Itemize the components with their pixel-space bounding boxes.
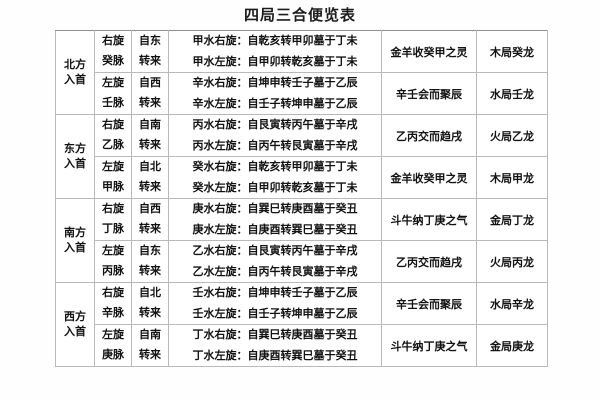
ju-cell: 金局庚龙 (476, 324, 548, 367)
from-line2: 转来 (131, 93, 169, 115)
from-line1: 自南 (131, 114, 169, 136)
direction-line1: 南方 (64, 226, 86, 240)
spin-line1: 右旋 (94, 282, 132, 304)
from-line1: 自北 (131, 282, 169, 304)
ju-cell: 火局乙龙 (476, 114, 548, 157)
description-line1: 庚水右旋：自巽巳转庚酉墓于癸丑 (168, 198, 382, 220)
from-line1: 自东 (131, 30, 169, 52)
verse-cell: 辛壬会而聚辰 (381, 282, 477, 325)
direction-cell-1: 东方 入首 (55, 114, 95, 199)
from-line2: 转来 (131, 345, 169, 367)
table-main: 北方 入首 右旋 自东 甲水右旋：自乾亥转甲卯墓于丁未 金羊收癸甲之灵 木局癸龙… (55, 30, 548, 367)
description-line1: 辛水右旋：自坤申转壬子墓于乙辰 (168, 72, 382, 94)
spin-line2: 甲脉 (94, 177, 132, 199)
table-body: 北方 入首 右旋 自东 甲水右旋：自乾亥转甲卯墓于丁未 金羊收癸甲之灵 木局癸龙… (55, 30, 548, 367)
description-line1: 乙水右旋：自艮寅转丙午墓于辛戌 (168, 240, 382, 262)
description-line2: 庚水左旋：自庚酉转巽巳墓于癸丑 (168, 219, 382, 241)
direction-line1: 西方 (64, 310, 86, 324)
table-row: 西方 入首 右旋 自北 壬水右旋：自坤申转壬子墓于乙辰 辛壬会而聚辰 水局辛龙 (55, 282, 548, 367)
table-row: 庚脉 转来 丁水左旋：自庚酉转巽巳墓于癸丑 (56, 345, 548, 367)
table-row: 丁脉 转来 庚水左旋：自庚酉转巽巳墓于癸丑 (56, 219, 548, 241)
from-line2: 转来 (131, 303, 169, 325)
from-line2: 转来 (131, 261, 169, 283)
description-line2: 丁水左旋：自庚酉转巽巳墓于癸丑 (168, 345, 382, 367)
description-line2: 癸水左旋：自甲卯转乾亥墓于丁未 (168, 177, 382, 199)
direction-line1: 北方 (64, 58, 86, 72)
description-line2: 辛水左旋：自壬子转坤申墓于乙辰 (168, 93, 382, 115)
ju-cell: 木局甲龙 (476, 156, 548, 199)
spin-line1: 右旋 (94, 30, 132, 52)
description-line2: 乙水左旋：自丙午转艮寅墓于辛戌 (168, 261, 382, 283)
description-line2: 壬水左旋：自壬子转坤申墓于乙辰 (168, 303, 382, 325)
from-line1: 自南 (131, 324, 169, 346)
table-row: 北方 入首 右旋 自东 甲水右旋：自乾亥转甲卯墓于丁未 金羊收癸甲之灵 木局癸龙 (55, 30, 548, 115)
spin-line1: 右旋 (94, 114, 132, 136)
table-row: 辛脉 转来 壬水左旋：自壬子转坤申墓于乙辰 (56, 303, 548, 325)
description-line1: 丁水右旋：自巽巳转庚酉墓于癸丑 (168, 324, 382, 346)
table-row: 癸脉 转来 甲水左旋：自甲卯转乾亥墓于丁未 (56, 51, 548, 73)
verse-cell: 金羊收癸甲之灵 (381, 156, 477, 199)
verse-cell: 金羊收癸甲之灵 (381, 30, 477, 73)
table-row: 左旋 自西 辛水右旋：自坤申转壬子墓于乙辰 辛壬会而聚辰 水局壬龙 (56, 72, 548, 115)
spin-line1: 左旋 (94, 324, 132, 346)
spin-line2: 庚脉 (94, 345, 132, 367)
sanhe-reference-table: 北方 入首 右旋 自东 甲水右旋：自乾亥转甲卯墓于丁未 金羊收癸甲之灵 木局癸龙… (55, 30, 548, 367)
ju-cell: 水局辛龙 (476, 282, 548, 325)
table-row: 丙脉 转来 乙水左旋：自丙午转艮寅墓于辛戌 (56, 261, 548, 283)
description-line1: 癸水右旋：自乾亥转甲卯墓于丁未 (168, 156, 382, 178)
ju-cell: 木局癸龙 (476, 30, 548, 73)
spin-line2: 辛脉 (94, 303, 132, 325)
direction-line2: 入首 (64, 156, 86, 170)
spin-line1: 左旋 (94, 72, 132, 94)
direction-line1: 东方 (64, 142, 86, 156)
direction-line2: 入首 (64, 240, 86, 254)
table-row: 南方 入首 右旋 自西 庚水右旋：自巽巳转庚酉墓于癸丑 斗牛纳丁庚之气 金局丁龙 (55, 198, 548, 283)
description-line1: 甲水右旋：自乾亥转甲卯墓于丁未 (168, 30, 382, 52)
description-line1: 壬水右旋：自坤申转壬子墓于乙辰 (168, 282, 382, 304)
description-line1: 丙水右旋：自艮寅转丙午墓于辛戌 (168, 114, 382, 136)
from-line2: 转来 (131, 51, 169, 73)
from-line1: 自西 (131, 198, 169, 220)
verse-cell: 乙丙交而趋戌 (381, 114, 477, 157)
table-row: 左旋 自北 癸水右旋：自乾亥转甲卯墓于丁未 金羊收癸甲之灵 木局甲龙 (56, 156, 548, 199)
ju-cell: 水局壬龙 (476, 72, 548, 115)
table-row: 左旋 自东 乙水右旋：自艮寅转丙午墓于辛戌 乙丙交而趋戌 火局丙龙 (56, 240, 548, 283)
verse-cell: 斗牛纳丁庚之气 (381, 324, 477, 367)
table-row: 壬脉 转来 辛水左旋：自壬子转坤申墓于乙辰 (56, 93, 548, 115)
verse-cell: 乙丙交而趋戌 (381, 240, 477, 283)
from-line2: 转来 (131, 135, 169, 157)
direction-line2: 入首 (64, 324, 86, 338)
spin-line2: 丙脉 (94, 261, 132, 283)
spin-line2: 乙脉 (94, 135, 132, 157)
from-line2: 转来 (131, 177, 169, 199)
spin-line2: 丁脉 (94, 219, 132, 241)
spin-line1: 右旋 (94, 198, 132, 220)
from-line1: 自北 (131, 156, 169, 178)
verse-cell: 斗牛纳丁庚之气 (381, 198, 477, 241)
spin-line1: 左旋 (94, 240, 132, 262)
verse-cell: 辛壬会而聚辰 (381, 72, 477, 115)
direction-cell-0: 北方 入首 (55, 30, 95, 115)
table-row: 东方 入首 右旋 自南 丙水右旋：自艮寅转丙午墓于辛戌 乙丙交而趋戌 火局乙龙 (55, 114, 548, 199)
table-row: 乙脉 转来 丙水左旋：自丙午转艮寅墓于辛戌 (56, 135, 548, 157)
page-title: 四局三合便览表 (243, 6, 356, 24)
description-line2: 甲水左旋：自甲卯转乾亥墓于丁未 (168, 51, 382, 73)
ju-cell: 火局丙龙 (476, 240, 548, 283)
direction-cell-2: 南方 入首 (55, 198, 95, 283)
table-row: 左旋 自南 丁水右旋：自巽巳转庚酉墓于癸丑 斗牛纳丁庚之气 金局庚龙 (56, 324, 548, 367)
spin-line2: 壬脉 (94, 93, 132, 115)
ju-cell: 金局丁龙 (476, 198, 548, 241)
spin-line2: 癸脉 (94, 51, 132, 73)
direction-line2: 入首 (64, 72, 86, 86)
from-line1: 自东 (131, 240, 169, 262)
from-line1: 自西 (131, 72, 169, 94)
direction-cell-3: 西方 入首 (55, 282, 95, 367)
description-line2: 丙水左旋：自丙午转艮寅墓于辛戌 (168, 135, 382, 157)
from-line2: 转来 (131, 219, 169, 241)
spin-line1: 左旋 (94, 156, 132, 178)
